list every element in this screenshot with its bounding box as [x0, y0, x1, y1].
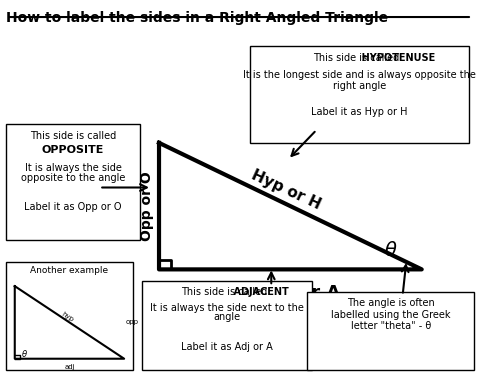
Text: The angle is often: The angle is often [347, 298, 434, 308]
FancyBboxPatch shape [6, 124, 140, 240]
FancyBboxPatch shape [6, 262, 132, 370]
Text: Adj or A: Adj or A [260, 284, 340, 302]
Text: adj: adj [64, 363, 75, 369]
Text: right angle: right angle [333, 81, 386, 92]
FancyBboxPatch shape [250, 46, 470, 143]
Text: θ: θ [384, 240, 396, 260]
Text: opposite to the angle: opposite to the angle [21, 172, 125, 183]
Text: This side is called: This side is called [181, 287, 274, 297]
Text: letter "theta" - θ: letter "theta" - θ [350, 321, 431, 331]
Text: This side is called: This side is called [30, 131, 116, 141]
Text: opp: opp [126, 320, 139, 326]
Text: HYPOTENUSE: HYPOTENUSE [284, 53, 436, 63]
Text: Another example: Another example [30, 266, 108, 275]
Text: θ: θ [22, 350, 27, 359]
Text: Label it as Opp or O: Label it as Opp or O [24, 202, 122, 212]
Text: ADJACENT: ADJACENT [166, 287, 288, 297]
Text: How to label the sides in a Right Angled Triangle: How to label the sides in a Right Angled… [6, 11, 388, 25]
Text: Hyp or H: Hyp or H [250, 168, 324, 213]
Text: Label it as Adj or A: Label it as Adj or A [181, 342, 273, 352]
FancyBboxPatch shape [142, 280, 312, 370]
Text: hyp: hyp [60, 311, 74, 323]
Text: This side is called: This side is called [314, 53, 406, 63]
Text: Label it as Hyp or H: Label it as Hyp or H [312, 108, 408, 117]
Text: It is always the side: It is always the side [24, 163, 122, 173]
Text: It is always the side next to the: It is always the side next to the [150, 303, 304, 313]
Text: angle: angle [214, 312, 240, 322]
Text: OPPOSITE: OPPOSITE [42, 145, 104, 155]
Text: It is the longest side and is always opposite the: It is the longest side and is always opp… [243, 70, 476, 80]
Text: labelled using the Greek: labelled using the Greek [331, 310, 450, 320]
Text: Opp or O: Opp or O [140, 171, 154, 241]
FancyBboxPatch shape [307, 292, 474, 370]
